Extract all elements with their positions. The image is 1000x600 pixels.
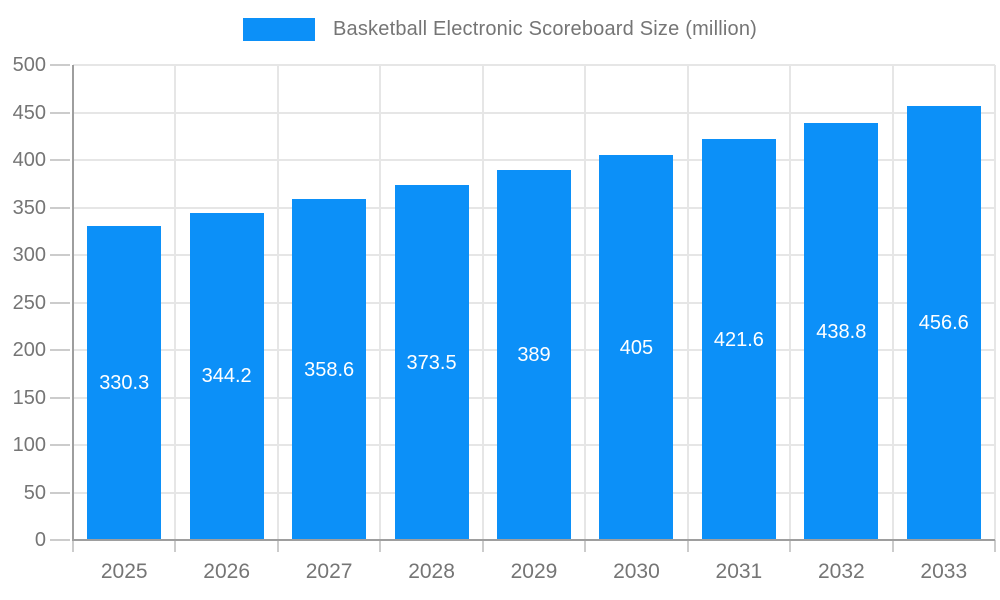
- y-tick-mark: [50, 539, 70, 541]
- legend-label: Basketball Electronic Scoreboard Size (m…: [332, 18, 758, 40]
- v-gridline: [789, 65, 792, 540]
- y-tick-label: 200: [12, 339, 46, 361]
- bar-value-label: 373.5: [406, 351, 457, 374]
- y-axis-line: [72, 65, 74, 540]
- bar[interactable]: 344.2: [189, 213, 264, 540]
- v-gridline: [891, 65, 894, 540]
- legend-swatch: [242, 18, 315, 41]
- h-gridline: [73, 159, 995, 161]
- x-tick-mark: [174, 540, 177, 552]
- y-tick-mark: [50, 206, 70, 209]
- x-tick-mark: [891, 540, 894, 552]
- x-category-label: 2027: [305, 560, 353, 583]
- y-tick-mark: [50, 254, 70, 256]
- v-gridline: [276, 65, 279, 540]
- x-tick-mark: [481, 540, 484, 552]
- y-tick-label: 250: [12, 291, 46, 314]
- y-tick-mark: [50, 64, 70, 66]
- y-tick-label: 0: [34, 529, 46, 551]
- x-category-label: 2033: [920, 560, 968, 583]
- bar[interactable]: 421.6: [701, 139, 776, 540]
- y-tick-label: 450: [12, 101, 46, 124]
- v-gridline: [686, 65, 689, 540]
- y-tick-mark: [50, 491, 70, 494]
- x-tick-mark: [276, 540, 279, 552]
- y-tick-label: 100: [12, 434, 46, 456]
- y-tick-mark: [50, 159, 70, 161]
- v-gridline: [379, 65, 382, 540]
- x-category-label: 2032: [817, 560, 865, 583]
- x-category-label: 2025: [100, 560, 148, 583]
- y-tick-label: 500: [12, 54, 46, 76]
- bar-value-label: 438.8: [816, 320, 867, 343]
- x-tick-mark: [686, 540, 689, 552]
- x-tick-mark: [994, 540, 996, 552]
- y-tick-label: 300: [12, 244, 46, 266]
- x-category-label: 2031: [715, 560, 763, 583]
- x-tick-mark: [789, 540, 792, 552]
- chart-legend[interactable]: Basketball Electronic Scoreboard Size (m…: [0, 18, 1000, 41]
- x-tick-mark: [72, 540, 74, 552]
- bar-value-label: 405: [619, 336, 654, 359]
- bar[interactable]: 456.6: [906, 106, 981, 540]
- y-tick-label: 50: [23, 481, 46, 504]
- bar[interactable]: 330.3: [87, 226, 162, 540]
- bar-value-label: 456.6: [918, 312, 969, 335]
- y-tick-mark: [50, 301, 70, 304]
- y-tick-mark: [50, 349, 70, 351]
- bar[interactable]: 438.8: [804, 123, 879, 540]
- y-tick-mark: [50, 444, 70, 446]
- bar[interactable]: 373.5: [394, 185, 469, 540]
- v-gridline: [584, 65, 587, 540]
- x-category-label: 2029: [510, 560, 558, 583]
- x-category-label: 2030: [613, 560, 660, 583]
- x-tick-mark: [379, 540, 382, 552]
- v-gridline: [174, 65, 177, 540]
- x-tick-mark: [584, 540, 587, 552]
- bar-value-label: 421.6: [713, 328, 764, 351]
- bar-value-label: 330.3: [99, 372, 150, 395]
- plot-area: 330.3 344.2 358.6 373.5 389 405 421.6 438.8 456.…: [73, 64, 996, 540]
- bar[interactable]: 389: [497, 170, 571, 540]
- y-tick-mark: [50, 396, 70, 399]
- bar[interactable]: 358.6: [292, 199, 367, 540]
- x-axis-line: [72, 539, 995, 541]
- y-tick-label: 350: [12, 196, 46, 219]
- bar-value-label: 344.2: [201, 365, 252, 388]
- bar[interactable]: 405: [599, 155, 674, 540]
- y-tick-label: 150: [12, 386, 46, 409]
- v-gridline: [481, 65, 484, 540]
- x-category-label: 2028: [408, 560, 455, 583]
- bar-value-label: 389: [517, 344, 551, 367]
- y-tick-mark: [50, 111, 70, 114]
- x-category-label: 2026: [203, 560, 251, 583]
- v-gridline: [994, 65, 996, 540]
- h-gridline: [73, 111, 995, 114]
- h-gridline: [73, 64, 995, 66]
- bar-value-label: 358.6: [304, 358, 355, 381]
- y-tick-label: 400: [12, 149, 46, 171]
